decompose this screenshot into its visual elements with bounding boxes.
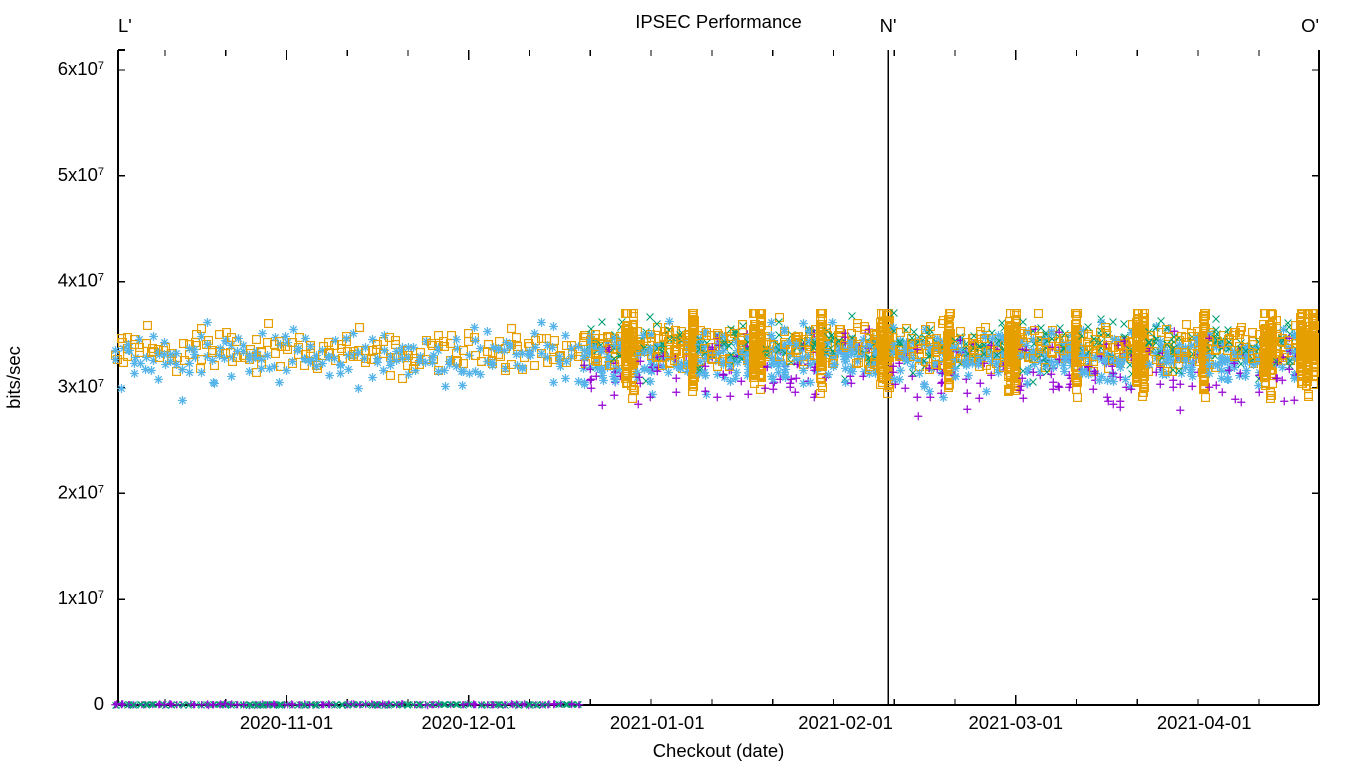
svg-text:bits/sec: bits/sec [3,346,24,409]
svg-text:1x107: 1x107 [58,587,104,608]
svg-text:0: 0 [94,693,104,714]
svg-text:6x107: 6x107 [58,58,104,79]
svg-text:2021-01-01: 2021-01-01 [610,712,705,733]
svg-text:2x107: 2x107 [58,481,104,502]
svg-text:2021-03-01: 2021-03-01 [968,712,1063,733]
svg-text:3x107: 3x107 [58,376,104,397]
svg-text:O': O' [1301,15,1319,36]
svg-text:4x107: 4x107 [58,270,104,291]
svg-text:2021-04-01: 2021-04-01 [1157,712,1252,733]
svg-text:Checkout (date): Checkout (date) [653,740,785,761]
svg-text:2020-11-01: 2020-11-01 [240,712,333,733]
svg-text:2020-12-01: 2020-12-01 [421,712,516,733]
svg-text:IPSEC Performance: IPSEC Performance [635,11,802,32]
svg-text:L': L' [118,15,132,36]
svg-text:2021-02-01: 2021-02-01 [798,712,893,733]
svg-text:5x107: 5x107 [58,164,104,185]
svg-text:N': N' [880,15,897,36]
